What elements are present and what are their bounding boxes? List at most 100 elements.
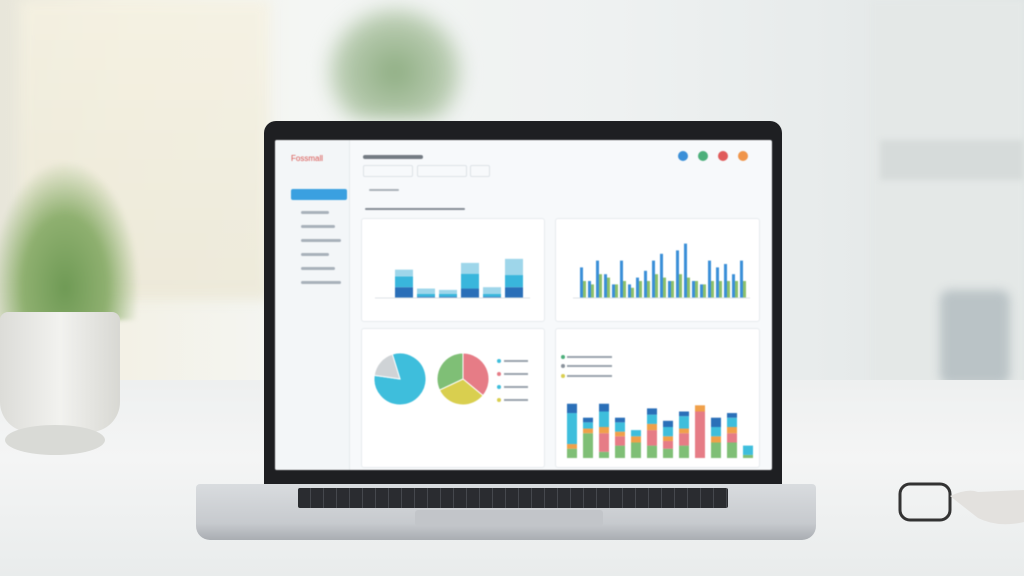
bar-segment <box>461 262 479 274</box>
bar <box>703 284 706 298</box>
avatar[interactable] <box>718 151 728 161</box>
bar-segment <box>711 417 721 427</box>
bar-segment <box>679 445 689 458</box>
bar-segment <box>567 403 577 414</box>
bar <box>743 281 746 298</box>
bar <box>607 277 610 298</box>
bar <box>684 243 687 298</box>
sidebar-item[interactable] <box>301 225 335 228</box>
bar-segment <box>439 289 457 294</box>
bar <box>647 281 650 298</box>
bar <box>615 284 618 298</box>
page-title <box>363 155 423 159</box>
bar <box>599 274 602 298</box>
sidebar-item[interactable] <box>301 253 329 256</box>
bar <box>636 277 639 298</box>
bar <box>639 281 642 298</box>
bar-segment <box>695 405 705 412</box>
section-title <box>365 208 465 210</box>
sidebar-item[interactable] <box>301 267 335 270</box>
bar-segment <box>631 442 641 458</box>
shelf-board <box>880 140 1024 180</box>
legend-marker <box>497 372 501 376</box>
bar-segment <box>615 422 625 432</box>
bar-segment <box>461 288 479 298</box>
pot-saucer <box>5 425 105 455</box>
bar-segment <box>647 408 657 415</box>
bar-segment <box>663 427 673 437</box>
sidebar-item[interactable] <box>301 281 341 284</box>
bar-segment <box>727 427 737 434</box>
avatar[interactable] <box>738 151 748 161</box>
bar <box>695 281 698 298</box>
pie-2-slice <box>436 352 464 391</box>
bar-segment <box>615 417 625 423</box>
bar-segment <box>743 445 753 455</box>
bar-segment <box>583 417 593 423</box>
vase <box>940 290 1010 385</box>
legend-marker <box>497 398 501 402</box>
sidebar-item[interactable] <box>301 211 329 214</box>
bar-segment <box>583 433 593 458</box>
bar-segment <box>631 430 641 437</box>
bar-segment <box>395 269 413 277</box>
bar <box>740 260 743 298</box>
bar-segment <box>663 440 673 449</box>
apply-button[interactable] <box>470 165 490 177</box>
legend-label <box>504 360 528 362</box>
list-marker <box>561 374 565 378</box>
bar-segment <box>417 296 435 298</box>
bar-segment <box>663 436 673 441</box>
bar-segment <box>599 427 609 434</box>
bar-segment <box>567 413 577 445</box>
bar <box>644 270 647 298</box>
bar <box>588 281 591 298</box>
bar-segment <box>461 273 479 289</box>
bar <box>724 264 727 298</box>
bar-segment <box>711 427 721 437</box>
filter-dropdown[interactable] <box>363 165 413 177</box>
bar-segment <box>417 293 435 297</box>
pie-2-slice <box>462 352 490 397</box>
trackpad[interactable] <box>415 510 603 526</box>
bar-segment <box>599 403 609 412</box>
bar <box>676 250 679 298</box>
sidebar-item[interactable] <box>301 239 341 242</box>
bar-segment <box>663 420 673 427</box>
bar-segment <box>679 433 689 446</box>
avatar[interactable] <box>678 151 688 161</box>
bar <box>591 284 594 298</box>
bar-segment <box>505 275 523 288</box>
legend-label <box>504 386 528 388</box>
pie-1-slice <box>373 352 427 406</box>
bar-segment <box>647 414 657 424</box>
bar-segment <box>615 445 625 458</box>
bar <box>655 274 658 298</box>
bar <box>604 274 607 298</box>
bar-segment <box>695 411 705 458</box>
keyboard <box>298 488 728 508</box>
bar-segment <box>679 428 689 434</box>
subheader-text <box>369 189 399 191</box>
bar-segment <box>615 436 625 446</box>
charts-layer <box>373 243 753 458</box>
bar-segment <box>711 442 721 458</box>
bar-segment <box>395 287 413 298</box>
bar <box>668 281 671 298</box>
date-range-picker[interactable] <box>417 165 467 177</box>
sidebar-item-active[interactable] <box>291 189 347 200</box>
legend-label <box>504 373 528 375</box>
bar-segment <box>615 431 625 437</box>
bar <box>700 284 703 298</box>
laptop-screen: Fossmall <box>275 140 772 470</box>
bar-segment <box>599 433 609 452</box>
bar-segment <box>483 287 501 294</box>
bar <box>623 281 626 298</box>
list-label <box>567 375 612 377</box>
bar-segment <box>647 445 657 458</box>
bar-segment <box>505 258 523 276</box>
bar-segment <box>727 413 737 418</box>
bar-segment <box>483 296 501 298</box>
avatar[interactable] <box>698 151 708 161</box>
bar <box>692 281 695 298</box>
